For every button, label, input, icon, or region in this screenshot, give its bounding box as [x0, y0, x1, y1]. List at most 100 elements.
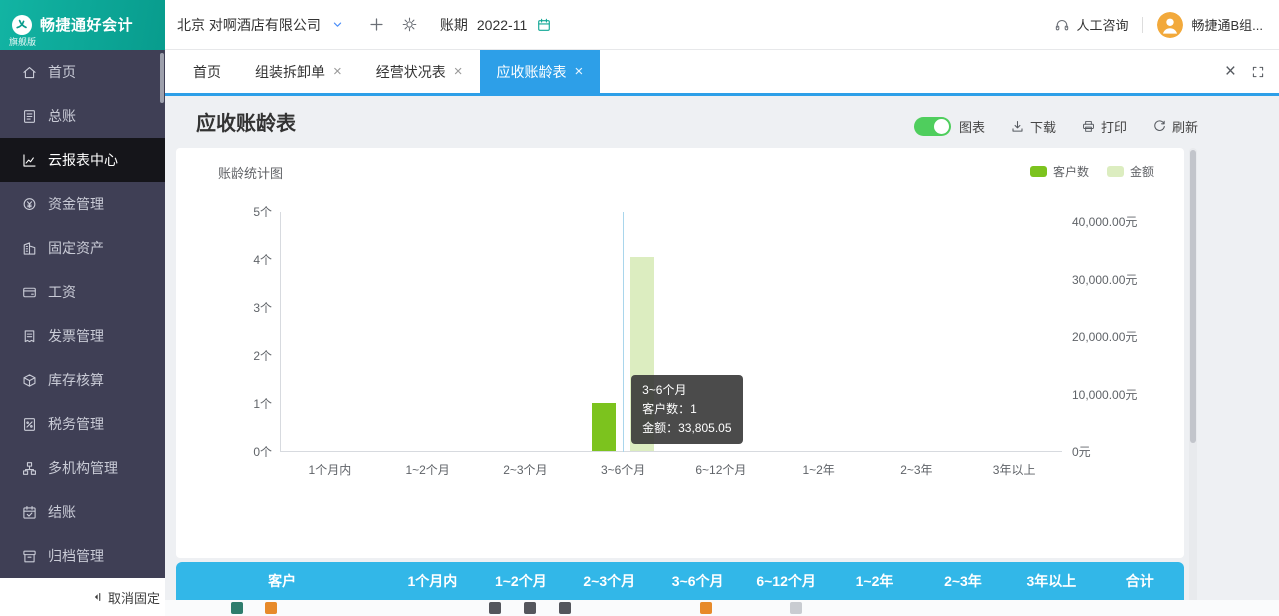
y-axis-left-tick: 4个 [253, 253, 272, 267]
company-picker[interactable]: 北京 对啊酒店有限公司 [177, 15, 344, 35]
sidebar-item-salary[interactable]: 工资 [0, 270, 165, 314]
sidebar-item-label: 总账 [48, 108, 76, 124]
fixed-asset-icon [21, 240, 38, 257]
y-axis-right-tick: 20,000.00元 [1072, 330, 1138, 344]
sidebar-item-label: 归档管理 [48, 548, 104, 564]
legend-label: 金额 [1129, 165, 1154, 179]
table-header-cell: 3年以上 [1026, 573, 1077, 589]
y-axis-left-tick: 5个 [253, 205, 272, 219]
page-actions: 图表 下载 打印 刷新 [913, 117, 1198, 136]
toggle-switch[interactable] [913, 117, 951, 136]
tab-close-icon[interactable]: × [574, 63, 584, 80]
sidebar-item-ledger[interactable]: 总账 [0, 94, 165, 138]
legend-item[interactable]: 金额 [1106, 163, 1154, 180]
taskbar-app-icon[interactable] [700, 602, 712, 614]
y-axis-right-tick: 30,000.00元 [1072, 272, 1138, 287]
period-value[interactable]: 2022-11 [476, 16, 528, 33]
y-axis-left-tick: 2个 [253, 349, 272, 363]
taskbar-app-icon[interactable] [231, 602, 243, 614]
print-icon [1081, 119, 1096, 134]
unpin-sidebar-button[interactable]: 取消固定 [0, 578, 165, 616]
legend-swatch [1106, 166, 1124, 177]
legend-item[interactable]: 客户数 [1029, 163, 1089, 180]
calendar-icon[interactable] [536, 17, 552, 33]
sidebar-item-invoice[interactable]: 发票管理 [0, 314, 165, 358]
content-scrollbar[interactable] [1189, 148, 1197, 610]
table-header-cell: 1个月内 [407, 573, 458, 589]
tab-4[interactable]: 应收账龄表 × [479, 50, 601, 93]
refresh-button[interactable]: 刷新 [1152, 117, 1198, 136]
toggle-label: 图表 [958, 120, 985, 135]
taskbar-strip [165, 600, 1279, 616]
add-button[interactable] [368, 16, 385, 33]
chart-list-toggle[interactable]: 图表 [913, 117, 985, 136]
multi-org-icon [21, 460, 38, 477]
chevron-down-icon [331, 18, 344, 31]
tab-label: 经营状况表 [375, 63, 446, 80]
taskbar-app-icon[interactable] [265, 602, 277, 614]
sidebar-item-fund[interactable]: 资金管理 [0, 182, 165, 226]
period-label: 账期 [439, 16, 468, 33]
home-icon [21, 64, 38, 81]
sidebar-item-closing[interactable]: 结账 [0, 490, 165, 534]
tab-3[interactable]: 经营状况表 × [359, 50, 480, 93]
taskbar-app-icon[interactable] [790, 602, 802, 614]
sidebar-item-label: 工资 [48, 284, 76, 300]
sidebar-item-multi-org[interactable]: 多机构管理 [0, 446, 165, 490]
refresh-label: 刷新 [1171, 120, 1198, 135]
tab-close-icon[interactable]: × [453, 63, 463, 80]
x-axis-label: 1个月内 [308, 463, 352, 477]
header-right: 人工咨询 畅捷通B组... [1054, 11, 1279, 38]
toggle-knob [933, 119, 949, 134]
x-axis-label: 2~3年 [900, 463, 933, 477]
table-header-cell: 6~12个月 [756, 573, 816, 589]
sidebar-item-inventory[interactable]: 库存核算 [0, 358, 165, 402]
tab-2[interactable]: 组装拆卸单 × [238, 50, 359, 93]
page-title: 应收账龄表 [196, 113, 296, 135]
sidebar-item-report-center[interactable]: 云报表中心 [0, 138, 165, 182]
collapse-pin-icon [91, 590, 105, 604]
sidebar-item-archive[interactable]: 归档管理 [0, 534, 165, 578]
sidebar-item-label: 多机构管理 [48, 460, 118, 476]
brand-logo-icon [10, 13, 34, 37]
download-label: 下载 [1029, 120, 1056, 135]
tooltip-line: 客户数：1 [642, 402, 697, 416]
inventory-icon [21, 372, 38, 389]
y-axis-right-tick: 10,000.00元 [1072, 387, 1138, 402]
accounting-period: 账期 2022-11 [440, 15, 552, 35]
user-avatar[interactable] [1157, 11, 1184, 38]
tab-close-icon[interactable]: × [333, 63, 342, 80]
table-header-cell: 合计 [1125, 573, 1154, 589]
sidebar-scrollbar-thumb[interactable] [160, 53, 164, 103]
taskbar-app-icon[interactable] [559, 602, 571, 614]
taskbar-app-icon[interactable] [489, 602, 501, 614]
consult-label: 人工咨询 [1076, 18, 1129, 33]
y-axis-right-tick: 40,000.00元 [1072, 215, 1138, 229]
content-scrollbar-thumb[interactable] [1190, 150, 1196, 443]
y-axis-left-tick: 1个 [253, 397, 272, 411]
tooltip-line: 金额：33,805.05 [642, 421, 732, 435]
sidebar-item-home[interactable]: 首页 [0, 50, 165, 94]
unpin-label: 取消固定 [107, 590, 160, 606]
taskbar-app-icon[interactable] [524, 602, 536, 614]
tab-label: 应收账龄表 [496, 63, 567, 80]
print-button[interactable]: 打印 [1081, 117, 1127, 136]
y-axis-left-tick: 0个 [253, 445, 272, 459]
sidebar-item-tax[interactable]: 税务管理 [0, 402, 165, 446]
download-button[interactable]: 下载 [1010, 117, 1056, 136]
table-header-row: 客户 1个月内 1~2个月 2~3个月 3~6个月 6~12个月 1~2年 2~3年 3年以上 合… [176, 562, 1184, 600]
sidebar-item-fixed-asset[interactable]: 固定资产 [0, 226, 165, 270]
table-header-cell: 客户 [268, 573, 297, 589]
consult-button[interactable]: 人工咨询 [1054, 15, 1128, 34]
settings-gear-button[interactable] [401, 16, 418, 33]
chart-bar[interactable] [592, 403, 617, 451]
table-header-cell: 2~3年 [944, 573, 982, 589]
user-name[interactable]: 畅捷通B组... [1191, 18, 1263, 33]
header-divider [1142, 16, 1144, 33]
close-tabs-icon[interactable]: × [1224, 61, 1236, 82]
table-header-cell: 2~3个月 [583, 573, 636, 589]
sidebar-item-label: 库存核算 [48, 372, 104, 388]
tab-1[interactable]: 首页 [176, 50, 238, 93]
fullscreen-icon[interactable] [1251, 65, 1265, 79]
